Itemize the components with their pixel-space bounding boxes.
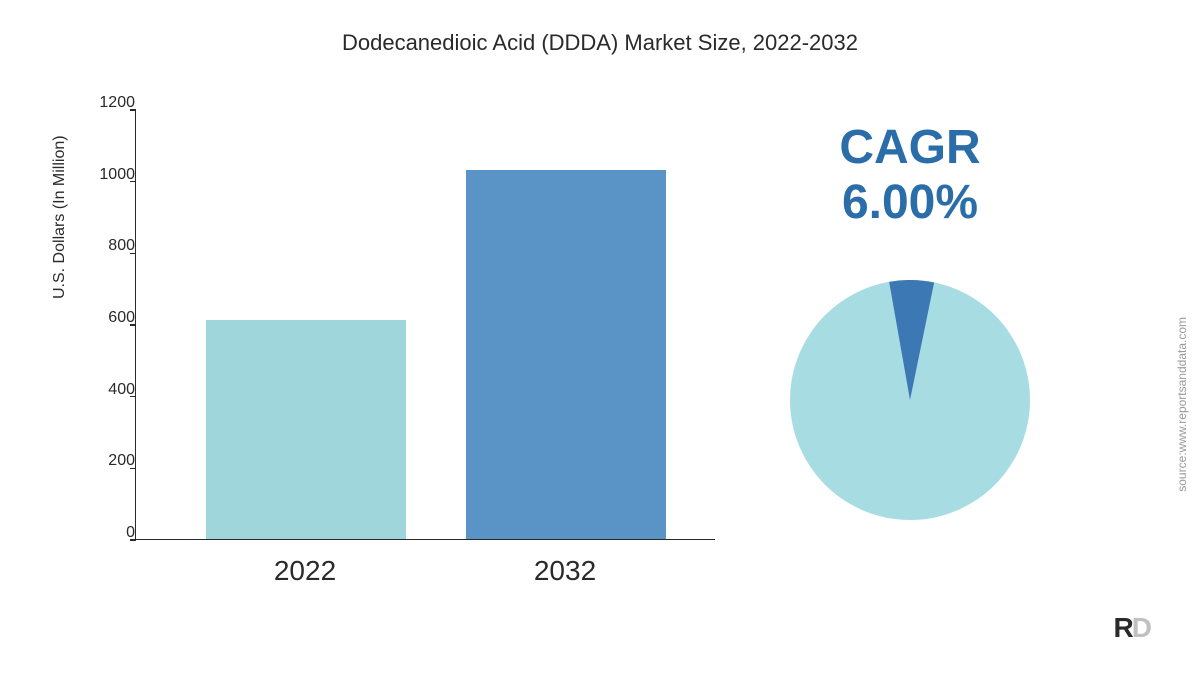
logo-r-letter: R: [1114, 612, 1132, 643]
y-tick-label: 800: [95, 237, 135, 255]
y-tick-mark: [130, 396, 136, 398]
cagr-value: 6.00%: [785, 175, 1035, 230]
y-axis-ticks: 020040060080010001200: [95, 103, 135, 533]
y-tick-label: 400: [95, 381, 135, 399]
cagr-text: CAGR 6.00%: [785, 120, 1035, 230]
x-tick-label: 2032: [534, 555, 596, 587]
y-tick-mark: [130, 539, 136, 541]
bar: [466, 170, 666, 539]
y-tick-label: 1000: [95, 166, 135, 184]
brand-logo: RD: [1114, 612, 1150, 644]
y-tick-mark: [130, 181, 136, 183]
bar-chart-area: [135, 110, 715, 540]
source-attribution: source:www.reportsanddata.com: [1175, 317, 1189, 492]
chart-title: Dodecanedioic Acid (DDDA) Market Size, 2…: [0, 30, 1200, 56]
y-tick-mark: [130, 253, 136, 255]
y-tick-label: 0: [95, 524, 135, 542]
y-tick-label: 1200: [95, 94, 135, 112]
x-tick-label: 2022: [274, 555, 336, 587]
logo-d-letter: D: [1132, 612, 1150, 643]
y-tick-label: 200: [95, 452, 135, 470]
y-tick-label: 600: [95, 309, 135, 327]
pie-chart: [790, 280, 1030, 520]
y-tick-mark: [130, 468, 136, 470]
bar: [206, 320, 406, 539]
y-axis-label: U.S. Dollars (In Million): [51, 135, 69, 299]
cagr-label: CAGR: [785, 120, 1035, 175]
x-axis-labels: 2022 2032: [135, 555, 715, 595]
y-tick-mark: [130, 324, 136, 326]
bar-chart-plot: [135, 110, 715, 540]
y-tick-mark: [130, 109, 136, 111]
